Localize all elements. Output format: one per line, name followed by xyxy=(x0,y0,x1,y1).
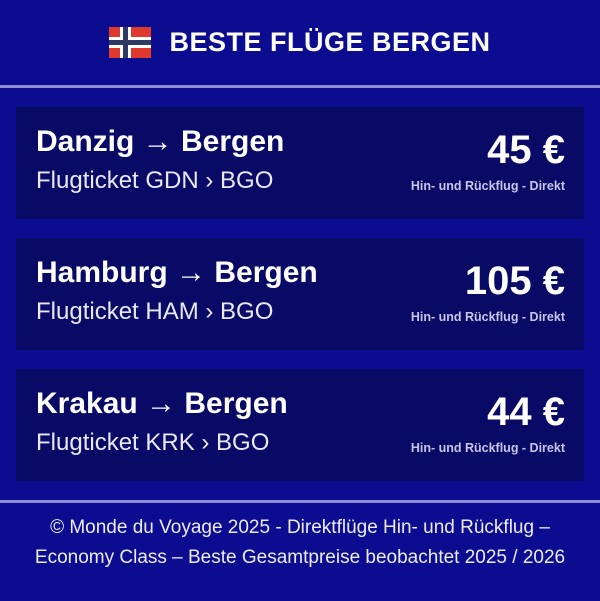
price-note: Hin- und Rückflug - Direkt xyxy=(410,441,565,455)
footer-line1: © Monde du Voyage 2025 - Direktflüge Hin… xyxy=(50,517,550,538)
ticket-label: Flugticket HAM › BGO xyxy=(36,298,274,325)
flight-list: Danzig → Bergen Flugticket GDN › BGO 45 … xyxy=(0,88,600,481)
price-note: Hin- und Rückflug - Direkt xyxy=(410,179,565,193)
footer-line2: Economy Class – Beste Gesamtpreise beoba… xyxy=(34,547,566,568)
norway-flag-icon xyxy=(109,27,152,58)
flight-card-hamburg-bergen[interactable]: Hamburg → Bergen Flugticket HAM › BGO 10… xyxy=(16,238,584,350)
route-title: Hamburg → Bergen xyxy=(36,256,318,289)
page-title: BESTE FLÜGE BERGEN xyxy=(169,27,491,57)
price: 45 € xyxy=(487,128,565,172)
price-note: Hin- und Rückflug - Direkt xyxy=(410,310,565,324)
header: BESTE FLÜGE BERGEN xyxy=(0,0,600,85)
ticket-label: Flugticket GDN › BGO xyxy=(36,167,274,194)
price: 44 € xyxy=(487,390,565,434)
header-divider xyxy=(0,85,600,88)
flight-card-pricing: 44 € Hin- und Rückflug - Direkt xyxy=(411,387,565,481)
footer: © Monde du Voyage 2025 - Direktflüge Hin… xyxy=(0,503,600,601)
flag-blue-horizontal-stripe xyxy=(109,40,152,45)
route-title: Danzig → Bergen xyxy=(36,125,285,158)
flight-card-info: Krakau → Bergen Flugticket KRK › BGO xyxy=(36,387,288,481)
price: 105 € xyxy=(464,259,565,303)
flight-card-info: Danzig → Bergen Flugticket GDN › BGO xyxy=(36,125,284,219)
ticket-label: Flugticket KRK › BGO xyxy=(36,429,270,456)
flight-card-danzig-bergen[interactable]: Danzig → Bergen Flugticket GDN › BGO 45 … xyxy=(16,107,584,219)
flight-card-krakau-bergen[interactable]: Krakau → Bergen Flugticket KRK › BGO 44 … xyxy=(16,369,584,481)
footer-divider xyxy=(0,500,600,503)
flight-card-pricing: 105 € Hin- und Rückflug - Direkt xyxy=(411,256,565,350)
flight-card-info: Hamburg → Bergen Flugticket HAM › BGO xyxy=(36,256,318,350)
route-title: Krakau → Bergen xyxy=(36,387,288,420)
flight-card-pricing: 45 € Hin- und Rückflug - Direkt xyxy=(411,125,565,219)
